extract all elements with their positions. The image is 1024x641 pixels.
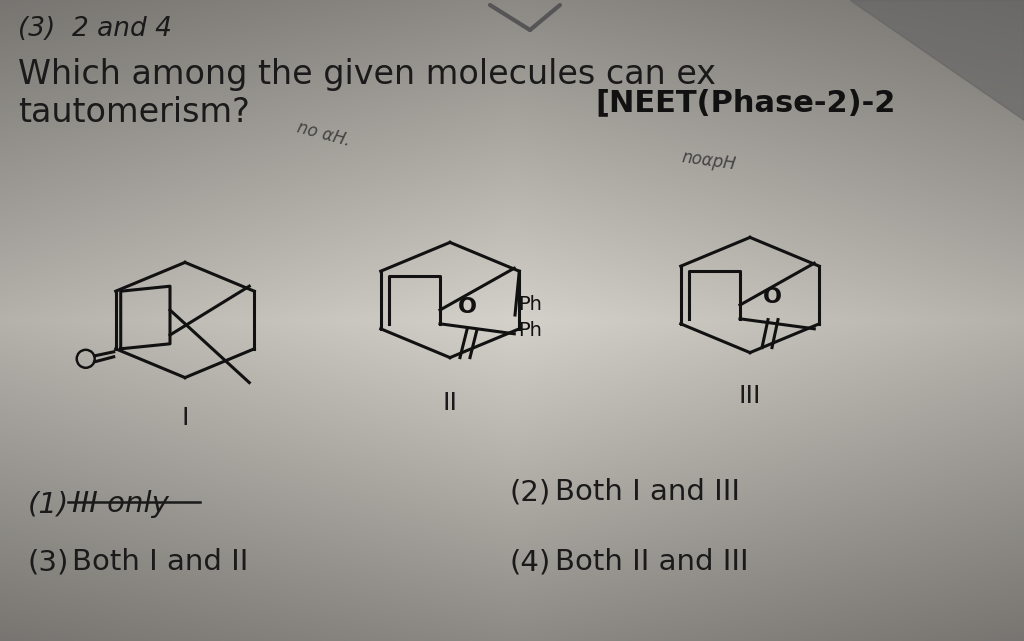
Text: (2): (2): [510, 478, 551, 506]
Polygon shape: [850, 0, 1024, 120]
Text: (1): (1): [28, 490, 70, 518]
Text: Both II and III: Both II and III: [555, 548, 749, 576]
Text: (3): (3): [28, 548, 70, 576]
Text: O: O: [458, 297, 476, 317]
Text: Ph: Ph: [518, 320, 542, 340]
Text: [NEET(Phase-2)-2: [NEET(Phase-2)-2: [595, 88, 895, 117]
Text: tautomerism?: tautomerism?: [18, 96, 250, 129]
Text: III: III: [738, 384, 761, 408]
Text: Which among the given molecules can ex: Which among the given molecules can ex: [18, 58, 716, 91]
Text: Both I and III: Both I and III: [555, 478, 740, 506]
Text: Ph: Ph: [518, 296, 542, 315]
Text: (3)  2 and 4: (3) 2 and 4: [18, 16, 172, 42]
Text: no αH.: no αH.: [295, 118, 352, 149]
Text: noαpH: noαpH: [680, 148, 736, 174]
Text: I: I: [181, 406, 188, 430]
Text: (4): (4): [510, 548, 551, 576]
Text: II: II: [442, 391, 458, 415]
Text: Both I and II: Both I and II: [72, 548, 249, 576]
Text: III only: III only: [72, 490, 169, 518]
Text: O: O: [763, 287, 781, 306]
